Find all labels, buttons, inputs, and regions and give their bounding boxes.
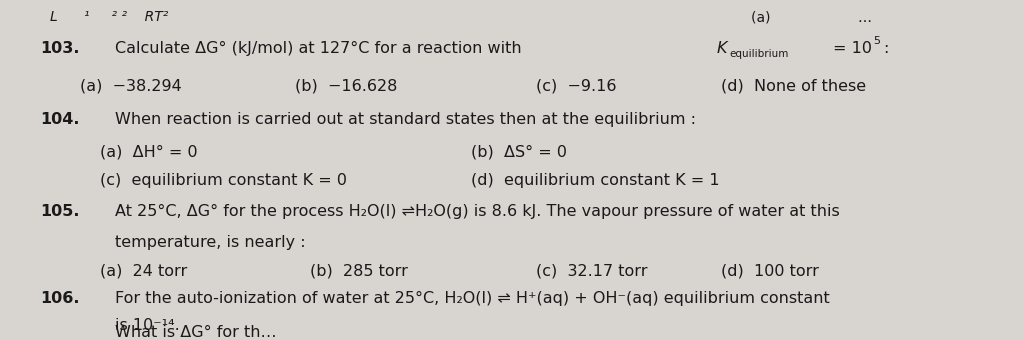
Text: Calculate ΔG° (kJ/mol) at 127°C for a reaction with: Calculate ΔG° (kJ/mol) at 127°C for a re… xyxy=(115,41,527,56)
Text: L      ¹     ² ²    RT²: L ¹ ² ² RT² xyxy=(50,10,169,24)
Text: (a)                    …: (a) … xyxy=(752,10,872,24)
Text: (d)  100 torr: (d) 100 torr xyxy=(721,264,819,278)
Text: 103.: 103. xyxy=(40,41,80,56)
Text: 5: 5 xyxy=(873,36,881,46)
Text: (b)  ΔS° = 0: (b) ΔS° = 0 xyxy=(471,144,566,159)
Text: (c)  −9.16: (c) −9.16 xyxy=(536,78,616,93)
Text: (c)  equilibrium constant K = 0: (c) equilibrium constant K = 0 xyxy=(100,173,347,188)
Text: What is ΔG° for th…: What is ΔG° for th… xyxy=(115,325,276,340)
Text: (b)  −16.628: (b) −16.628 xyxy=(296,78,398,93)
Text: 105.: 105. xyxy=(40,204,80,219)
Text: 106.: 106. xyxy=(40,291,80,306)
Text: K: K xyxy=(716,41,727,56)
Text: is 10⁻¹⁴.: is 10⁻¹⁴. xyxy=(115,318,180,333)
Text: 104.: 104. xyxy=(40,112,80,127)
Text: (a)  −38.294: (a) −38.294 xyxy=(80,78,182,93)
Text: (a)  ΔH° = 0: (a) ΔH° = 0 xyxy=(100,144,198,159)
Text: (c)  32.17 torr: (c) 32.17 torr xyxy=(536,264,647,278)
Text: temperature, is nearly :: temperature, is nearly : xyxy=(115,235,306,250)
Text: :: : xyxy=(884,41,889,56)
Text: equilibrium: equilibrium xyxy=(729,49,788,59)
Text: (b)  285 torr: (b) 285 torr xyxy=(310,264,409,278)
Text: (d)  None of these: (d) None of these xyxy=(721,78,866,93)
Text: For the auto-ionization of water at 25°C, H₂O(l) ⇌ H⁺(aq) + OH⁻(aq) equilibrium : For the auto-ionization of water at 25°C… xyxy=(115,291,829,306)
Text: = 10: = 10 xyxy=(834,41,872,56)
Text: (d)  equilibrium constant K = 1: (d) equilibrium constant K = 1 xyxy=(471,173,720,188)
Text: (a)  24 torr: (a) 24 torr xyxy=(100,264,187,278)
Text: At 25°C, ΔG° for the process H₂O(l) ⇌H₂O(g) is 8.6 kJ. The vapour pressure of wa: At 25°C, ΔG° for the process H₂O(l) ⇌H₂O… xyxy=(115,204,840,219)
Text: When reaction is carried out at standard states then at the equilibrium :: When reaction is carried out at standard… xyxy=(115,112,696,127)
